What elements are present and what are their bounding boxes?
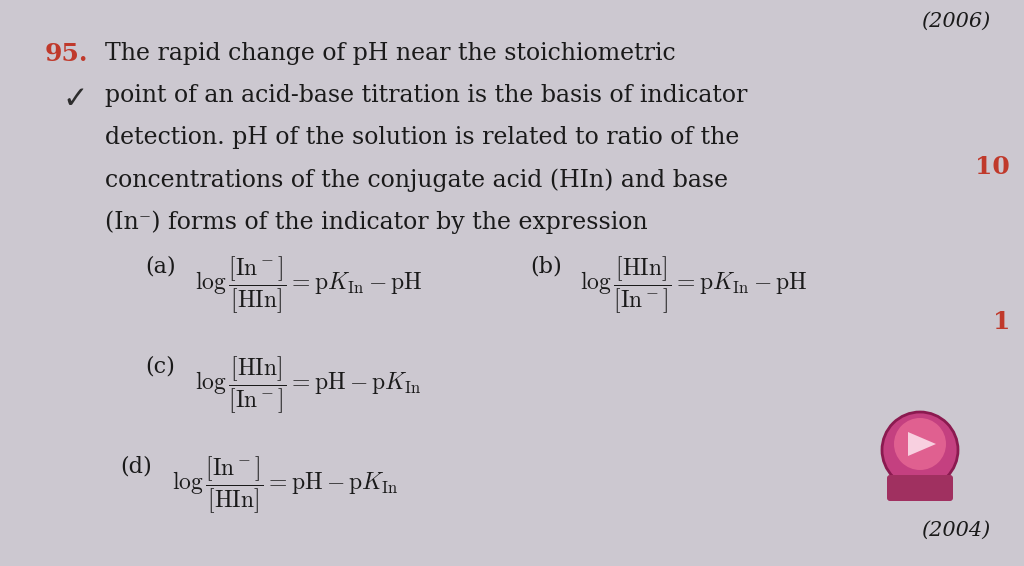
Text: (a): (a) [145, 255, 176, 277]
Polygon shape [908, 432, 936, 456]
Text: (d): (d) [120, 455, 152, 477]
Text: The rapid change of pH near the stoichiometric: The rapid change of pH near the stoichio… [105, 42, 676, 65]
Text: (2006): (2006) [921, 12, 990, 31]
Text: (In⁻) forms of the indicator by the expression: (In⁻) forms of the indicator by the expr… [105, 210, 647, 234]
Text: 1: 1 [992, 310, 1010, 334]
Text: point of an acid-base titration is the basis of indicator: point of an acid-base titration is the b… [105, 84, 748, 107]
Text: (c): (c) [145, 355, 175, 377]
Text: (b): (b) [530, 255, 562, 277]
Text: $\log\dfrac{[\mathrm{HIn}]}{[\mathrm{In}^-]}=\mathrm{p}K_{\mathrm{In}}-\mathrm{p: $\log\dfrac{[\mathrm{HIn}]}{[\mathrm{In}… [580, 255, 808, 316]
Text: ✓: ✓ [62, 85, 88, 114]
FancyBboxPatch shape [887, 475, 953, 501]
Text: detection. pH of the solution is related to ratio of the: detection. pH of the solution is related… [105, 126, 739, 149]
Text: 95.: 95. [44, 42, 88, 66]
Circle shape [882, 412, 958, 488]
Text: 10: 10 [975, 155, 1010, 179]
Text: $\log\dfrac{[\mathrm{In}^-]}{[\mathrm{HIn}]}=\mathrm{pH}-\mathrm{p}K_{\mathrm{In: $\log\dfrac{[\mathrm{In}^-]}{[\mathrm{HI… [172, 455, 398, 516]
Text: (2004): (2004) [921, 521, 990, 540]
Text: $\log\dfrac{[\mathrm{In}^-]}{[\mathrm{HIn}]}=\mathrm{p}K_{\mathrm{In}}-\mathrm{p: $\log\dfrac{[\mathrm{In}^-]}{[\mathrm{HI… [195, 255, 423, 316]
Text: concentrations of the conjugate acid (HIn) and base: concentrations of the conjugate acid (HI… [105, 168, 728, 191]
Text: $\log\dfrac{[\mathrm{HIn}]}{[\mathrm{In}^-]}=\mathrm{pH}-\mathrm{p}K_{\mathrm{In: $\log\dfrac{[\mathrm{HIn}]}{[\mathrm{In}… [195, 355, 422, 416]
Circle shape [894, 418, 946, 470]
